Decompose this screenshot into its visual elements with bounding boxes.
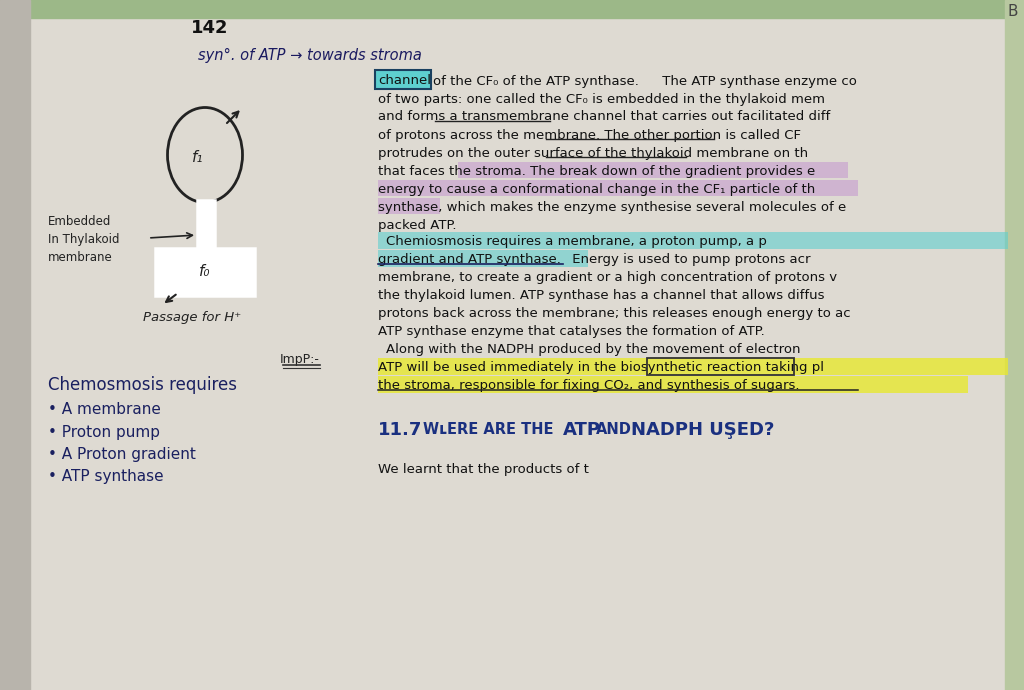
Text: The ATP synthase enzyme co: The ATP synthase enzyme co bbox=[658, 75, 857, 88]
Text: of protons across the membrane. The other portion is called CF: of protons across the membrane. The othe… bbox=[378, 128, 801, 141]
Text: Chemosmosis requires: Chemosmosis requires bbox=[48, 376, 237, 394]
Bar bbox=[0, 0, 30, 690]
Text: f₀: f₀ bbox=[200, 264, 211, 279]
Text: the thylakoid lumen. ATP synthase has a channel that allows diffus: the thylakoid lumen. ATP synthase has a … bbox=[378, 290, 824, 302]
Text: Along with the NADPH produced by the movement of electron: Along with the NADPH produced by the mov… bbox=[386, 344, 801, 357]
Bar bbox=[1005, 0, 1024, 690]
Text: packed ATP.: packed ATP. bbox=[378, 219, 457, 232]
Text: ATP will be used immediately in the biosynthetic reaction taking pl: ATP will be used immediately in the bios… bbox=[378, 362, 824, 375]
Text: membrane, to create a gradient or a high concentration of protons v: membrane, to create a gradient or a high… bbox=[378, 271, 838, 284]
Text: of two parts: one called the CF₀ is embedded in the thylakoid mem: of two parts: one called the CF₀ is embe… bbox=[378, 92, 825, 106]
Text: channel: channel bbox=[378, 75, 431, 88]
Text: • ATP synthase: • ATP synthase bbox=[48, 469, 164, 484]
Text: We learnt that the products of t: We learnt that the products of t bbox=[378, 464, 589, 477]
Bar bbox=[155, 248, 255, 296]
Text: • A membrane: • A membrane bbox=[48, 402, 161, 417]
Text: protrudes on the outer surface of the thylakoid membrane on th: protrudes on the outer surface of the th… bbox=[378, 146, 808, 159]
Text: • Proton pump: • Proton pump bbox=[48, 424, 160, 440]
Text: syn°. of ATP → towards stroma: syn°. of ATP → towards stroma bbox=[198, 48, 422, 63]
Text: Chemiosmosis requires a membrane, a proton pump, a p: Chemiosmosis requires a membrane, a prot… bbox=[386, 235, 767, 248]
Bar bbox=[197, 200, 215, 250]
Text: Embedded
In Thylakoid
membrane: Embedded In Thylakoid membrane bbox=[48, 215, 120, 264]
Text: NADPH UŞED?: NADPH UŞED? bbox=[631, 421, 774, 439]
Text: synthase, which makes the enzyme synthesise several molecules of e: synthase, which makes the enzyme synthes… bbox=[378, 201, 846, 213]
Text: 11.7: 11.7 bbox=[378, 421, 422, 439]
Text: 142: 142 bbox=[191, 19, 228, 37]
Text: Passage for H⁺: Passage for H⁺ bbox=[143, 311, 241, 324]
Text: • A Proton gradient: • A Proton gradient bbox=[48, 446, 196, 462]
Bar bbox=[378, 180, 858, 196]
Text: and forms a transmembrane channel that carries out facilitated diff: and forms a transmembrane channel that c… bbox=[378, 110, 830, 124]
Bar bbox=[378, 250, 588, 267]
Text: f₁: f₁ bbox=[193, 150, 204, 166]
Text: ATP synthase enzyme that catalyses the formation of ATP.: ATP synthase enzyme that catalyses the f… bbox=[378, 326, 765, 339]
Bar bbox=[378, 198, 440, 214]
Text: WʟERE ARE THE: WʟERE ARE THE bbox=[423, 422, 554, 437]
Text: energy to cause a conformational change in the CF₁ particle of th: energy to cause a conformational change … bbox=[378, 182, 815, 195]
Text: protons back across the membrane; this releases enough energy to ac: protons back across the membrane; this r… bbox=[378, 308, 851, 320]
Text: of the CF₀ of the ATP synthase.: of the CF₀ of the ATP synthase. bbox=[433, 75, 639, 88]
Bar bbox=[378, 376, 968, 393]
Text: that faces the stroma. The break down of the gradient provides e: that faces the stroma. The break down of… bbox=[378, 164, 815, 177]
Bar bbox=[378, 358, 1008, 375]
Bar bbox=[0, 0, 1024, 18]
FancyBboxPatch shape bbox=[375, 70, 431, 89]
Text: gradient and ATP synthase.: gradient and ATP synthase. bbox=[378, 253, 561, 266]
Bar bbox=[458, 162, 848, 178]
Text: AND: AND bbox=[596, 422, 632, 437]
Bar bbox=[378, 232, 1008, 249]
Text: ImpP:-: ImpP:- bbox=[280, 353, 319, 366]
Text: B: B bbox=[1008, 5, 1018, 19]
Text: the stroma, responsible for fixing CO₂, and synthesis of sugars.: the stroma, responsible for fixing CO₂, … bbox=[378, 380, 800, 393]
Text: Energy is used to pump protons acr: Energy is used to pump protons acr bbox=[568, 253, 811, 266]
Text: ATP: ATP bbox=[563, 421, 601, 439]
